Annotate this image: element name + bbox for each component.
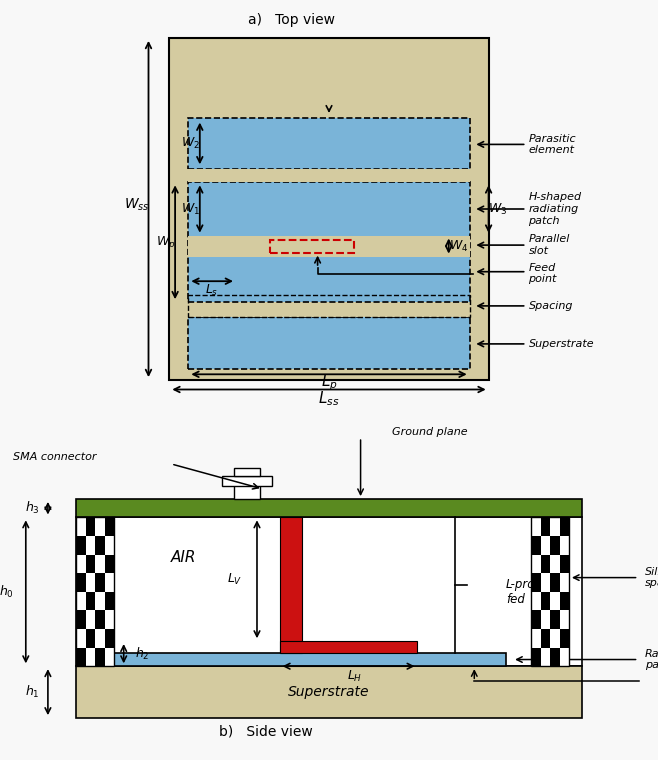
Bar xyxy=(188,295,470,318)
Bar xyxy=(550,573,559,592)
Bar xyxy=(234,468,259,477)
Bar xyxy=(95,573,105,592)
Bar xyxy=(114,653,506,667)
Text: $L_{ss}$: $L_{ss}$ xyxy=(318,390,340,408)
Text: $W_{ss}$: $W_{ss}$ xyxy=(124,197,150,214)
Bar xyxy=(86,555,95,573)
Text: $h_2$: $h_2$ xyxy=(136,646,150,662)
Bar xyxy=(86,518,95,536)
Bar xyxy=(541,629,550,648)
Text: Parallel
slot: Parallel slot xyxy=(528,234,570,256)
Text: Ground plane: Ground plane xyxy=(392,427,468,437)
Bar xyxy=(76,499,582,518)
Bar xyxy=(95,536,105,555)
Bar xyxy=(188,295,470,318)
Bar xyxy=(531,536,541,555)
Bar xyxy=(188,182,470,302)
Bar xyxy=(280,518,303,653)
Bar xyxy=(550,648,559,667)
Text: Silicon
spacer: Silicon spacer xyxy=(645,567,658,588)
Bar xyxy=(531,573,541,592)
Bar xyxy=(86,592,95,610)
Text: L-probe
fed: L-probe fed xyxy=(506,578,550,606)
Bar xyxy=(76,518,114,667)
Text: $W_2$: $W_2$ xyxy=(181,136,200,151)
Bar xyxy=(541,518,550,536)
Text: Superstrate: Superstrate xyxy=(528,339,594,349)
Text: $W_1$: $W_1$ xyxy=(181,201,200,217)
Bar xyxy=(188,236,230,257)
Text: $W_3$: $W_3$ xyxy=(488,201,508,217)
Bar xyxy=(559,592,569,610)
Bar xyxy=(559,555,569,573)
Text: Parasitic
element: Parasitic element xyxy=(528,134,576,155)
Bar xyxy=(105,518,114,536)
Text: a)   Top view: a) Top view xyxy=(247,13,334,27)
Text: SMA connector: SMA connector xyxy=(13,452,97,462)
Bar xyxy=(280,641,417,653)
Bar xyxy=(531,648,541,667)
Bar xyxy=(169,38,489,380)
Bar xyxy=(76,518,582,667)
Bar xyxy=(270,240,354,253)
Bar xyxy=(76,648,86,667)
Bar xyxy=(234,480,259,499)
Text: $W_4$: $W_4$ xyxy=(449,239,468,254)
Bar xyxy=(550,536,559,555)
Text: $L_H$: $L_H$ xyxy=(347,669,362,684)
Bar xyxy=(95,610,105,629)
Bar xyxy=(559,518,569,536)
Bar xyxy=(541,592,550,610)
Text: b)   Side view: b) Side view xyxy=(219,724,313,738)
Text: $h_0$: $h_0$ xyxy=(0,584,14,600)
Bar xyxy=(188,318,470,369)
Bar xyxy=(86,629,95,648)
Bar xyxy=(550,610,559,629)
Bar xyxy=(76,667,582,718)
Bar xyxy=(95,648,105,667)
Text: Spacing: Spacing xyxy=(528,301,573,311)
Text: $L_s$: $L_s$ xyxy=(205,283,219,298)
Text: Feed
point: Feed point xyxy=(528,263,557,284)
Text: $L_V$: $L_V$ xyxy=(226,572,242,587)
Text: $h_3$: $h_3$ xyxy=(25,500,39,516)
Bar xyxy=(222,477,272,486)
Bar xyxy=(105,555,114,573)
Text: Radiating
patch: Radiating patch xyxy=(645,649,658,670)
Bar xyxy=(188,169,470,182)
Bar xyxy=(105,592,114,610)
Bar xyxy=(531,518,569,667)
Text: AIR: AIR xyxy=(171,550,197,565)
Bar xyxy=(559,629,569,648)
Text: $h_1$: $h_1$ xyxy=(25,684,39,700)
Text: H-shaped
radiating
patch: H-shaped radiating patch xyxy=(528,192,582,226)
Text: Superstrate: Superstrate xyxy=(288,685,370,699)
Text: $L_p$: $L_p$ xyxy=(320,372,338,393)
Bar xyxy=(188,236,470,257)
Bar xyxy=(76,536,86,555)
Bar xyxy=(188,118,470,169)
Bar xyxy=(105,629,114,648)
Bar xyxy=(76,610,86,629)
Bar xyxy=(531,610,541,629)
Text: $W_p$: $W_p$ xyxy=(156,234,176,251)
Bar xyxy=(76,573,86,592)
Bar xyxy=(541,555,550,573)
